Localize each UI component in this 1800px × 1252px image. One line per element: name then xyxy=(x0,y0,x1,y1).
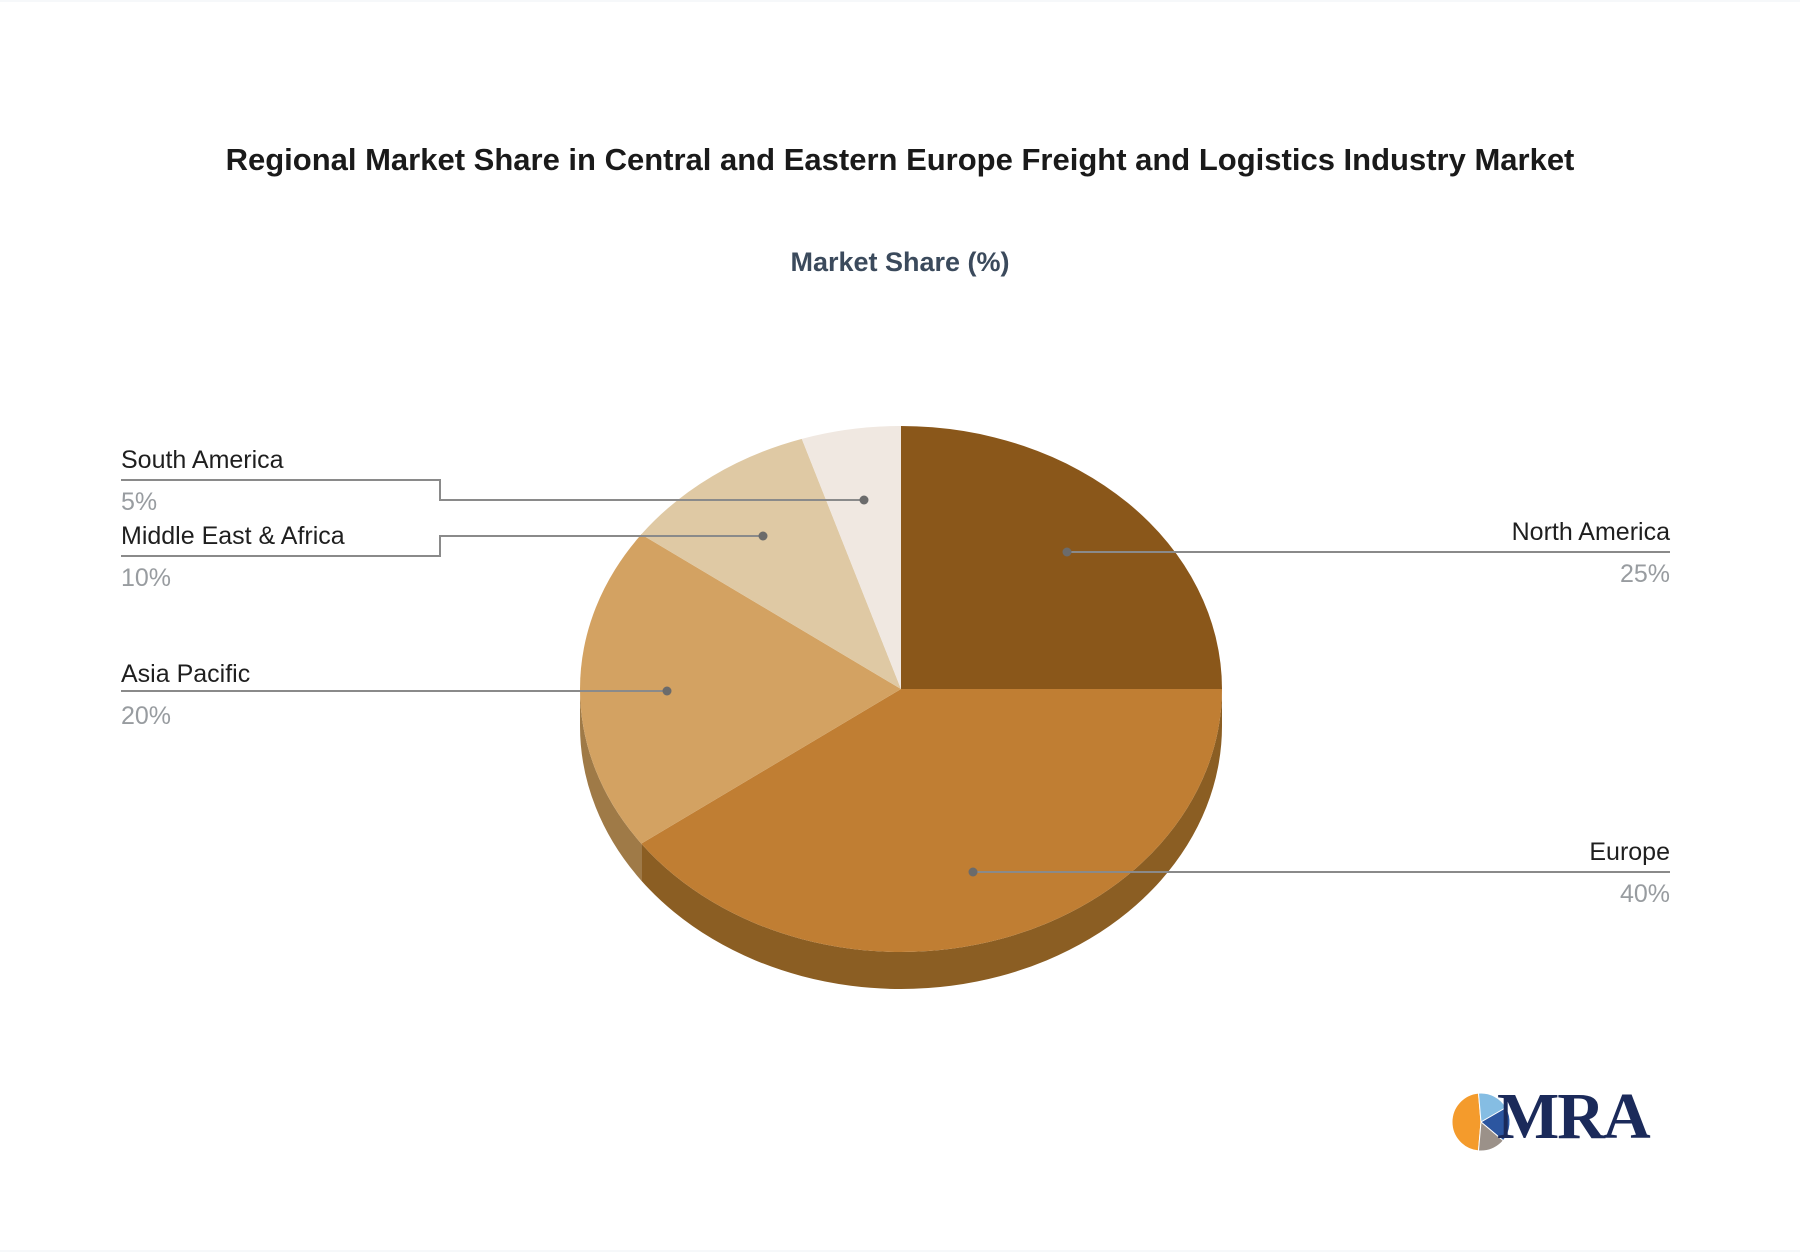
label-asia-pacific-value: 20% xyxy=(121,702,172,730)
pie-slice-north-america[interactable] xyxy=(901,426,1222,689)
brand-logo: MRA xyxy=(1452,1080,1672,1154)
label-north-america-name: North America xyxy=(1511,518,1670,546)
top-edge-line xyxy=(0,0,1800,2)
brand-logo-text: MRA xyxy=(1497,1080,1651,1153)
connector-south-america xyxy=(121,479,864,501)
connector-dot-north-america xyxy=(1062,547,1072,557)
pie-slice-europe[interactable] xyxy=(641,689,1222,952)
label-europe-value: 40% xyxy=(1619,880,1670,908)
connector-dot-middle-east-africa xyxy=(758,531,768,541)
bottom-edge-line xyxy=(0,1250,1800,1252)
label-asia-pacific-name: Asia Pacific xyxy=(121,660,251,688)
pie-slice-south-america[interactable] xyxy=(801,426,901,689)
label-middle-east-africa-value: 10% xyxy=(121,564,172,592)
label-south-america: South America 5% xyxy=(121,444,284,518)
connector-dot-south-america xyxy=(859,495,869,505)
pie-slice-asia-pacific[interactable] xyxy=(580,534,901,844)
label-south-america-name: South America xyxy=(121,446,284,474)
label-europe-name: Europe xyxy=(1589,838,1670,866)
logo-pie-gray-slice xyxy=(1477,1120,1504,1152)
label-north-america-value: 25% xyxy=(1619,560,1670,588)
label-europe: Europe 40% xyxy=(1589,836,1670,910)
pie-side-asia-pacific xyxy=(580,689,642,881)
label-south-america-value: 5% xyxy=(121,488,158,516)
logo-pie-icon xyxy=(1452,1092,1511,1152)
connector-dot-europe xyxy=(968,867,978,877)
pie-slice-middle-east-africa[interactable] xyxy=(641,438,901,689)
logo-pie-orange-slice xyxy=(1452,1092,1482,1152)
label-north-america: North America 25% xyxy=(1512,516,1670,590)
connector-dot-asia-pacific xyxy=(662,686,672,696)
label-asia-pacific: Asia Pacific 20% xyxy=(121,658,250,732)
label-middle-east-africa-name: Middle East & Africa xyxy=(121,522,345,550)
pie-side-europe xyxy=(641,689,1222,989)
chart-title: Regional Market Share in Central and Eas… xyxy=(225,142,1575,177)
label-middle-east-africa: Middle East & Africa 10% xyxy=(121,520,345,594)
connector-middle-east-africa xyxy=(121,535,763,557)
chart-subtitle: Market Share (%) xyxy=(790,247,1010,277)
